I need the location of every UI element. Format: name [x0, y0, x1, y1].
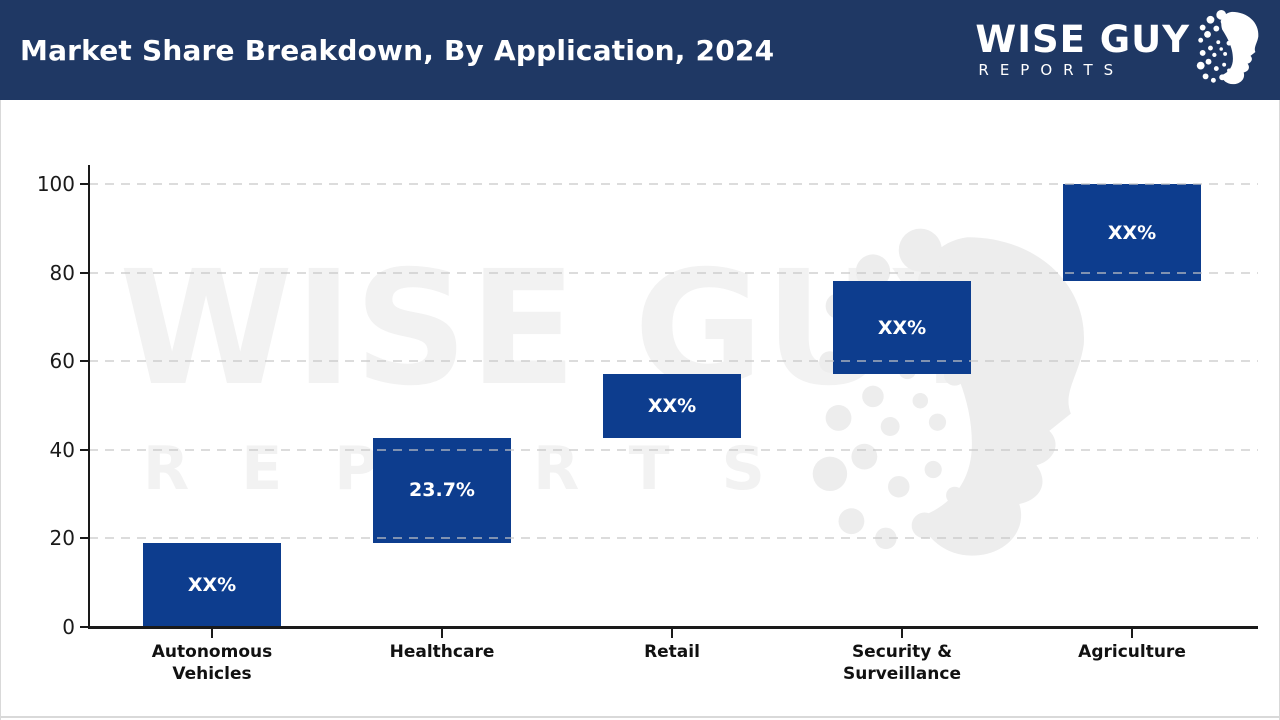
x-category-label-line: Healthcare: [389, 642, 495, 662]
x-category-label-line: Vehicles: [172, 664, 252, 684]
y-tick-label-40: 40: [49, 437, 75, 462]
y-axis-line: [88, 165, 90, 628]
bar-security-surveillance: XX%: [833, 281, 971, 375]
logo-text: WISE GUY REPORTS: [975, 18, 1190, 80]
wise-guy-reports-logo: WISE GUY REPORTS: [975, 8, 1266, 92]
bar-value-label: XX%: [877, 316, 927, 339]
gridline-y-40: [89, 448, 1258, 451]
y-tick-label-100: 100: [36, 172, 75, 196]
bottom-border-line: [1, 716, 1280, 718]
bar-healthcare: 23.7%: [373, 437, 511, 543]
x-tick-1: [441, 629, 443, 638]
chart-area: WISE GUY REPORTS 020406080100XX%Autonomo…: [0, 100, 1280, 720]
gridline-y-20: [89, 537, 1258, 540]
x-category-label: Healthcare: [327, 641, 557, 663]
x-category-label: Security & Surveillance: [787, 641, 1017, 685]
x-category-label: Autonomous Vehicles: [97, 641, 327, 685]
page-title: Market Share Breakdown, By Application, …: [20, 33, 775, 67]
y-tick-80: [80, 271, 89, 274]
x-category-label-line: Surveillance: [842, 664, 961, 684]
y-tick-label-60: 60: [49, 349, 75, 374]
x-category-label-line: Agriculture: [1078, 642, 1186, 662]
gridline-y-60: [89, 360, 1258, 363]
x-category-label-line: Autonomous: [151, 642, 273, 662]
bar-retail: XX%: [603, 374, 741, 438]
x-category-label-line: Security &: [851, 642, 953, 662]
x-tick-3: [901, 629, 903, 638]
x-category-label-line: Retail: [644, 642, 700, 662]
x-axis-line: [88, 626, 1258, 629]
x-category-label: Retail: [557, 641, 787, 663]
logo-head-icon: [1196, 9, 1259, 85]
x-tick-4: [1131, 629, 1133, 638]
y-tick-40: [80, 448, 89, 451]
x-tick-0: [211, 629, 213, 638]
gridline-y-80: [89, 271, 1258, 274]
y-tick-60: [80, 360, 89, 363]
y-tick-label-80: 80: [49, 260, 75, 285]
gridline-y-100: [89, 183, 1258, 185]
bar-value-label: XX%: [187, 573, 237, 596]
bar-autonomous-vehicles: XX%: [143, 542, 281, 627]
x-tick-2: [671, 629, 673, 638]
y-tick-20: [80, 537, 89, 540]
bar-agriculture: XX%: [1063, 184, 1201, 282]
header-bar: Market Share Breakdown, By Application, …: [0, 0, 1280, 100]
bar-value-label: XX%: [1107, 221, 1157, 244]
logo-wordmark: WISE GUY: [975, 18, 1190, 61]
logo-reports-line: REPORTS: [978, 61, 1125, 79]
y-tick-label-0: 0: [62, 615, 75, 639]
x-category-label: Agriculture: [1017, 641, 1247, 663]
bar-value-label: 23.7%: [409, 479, 475, 502]
y-tick-100: [80, 183, 89, 185]
y-tick-0: [80, 626, 89, 628]
bar-value-label: XX%: [647, 395, 697, 418]
y-tick-label-20: 20: [49, 526, 75, 551]
